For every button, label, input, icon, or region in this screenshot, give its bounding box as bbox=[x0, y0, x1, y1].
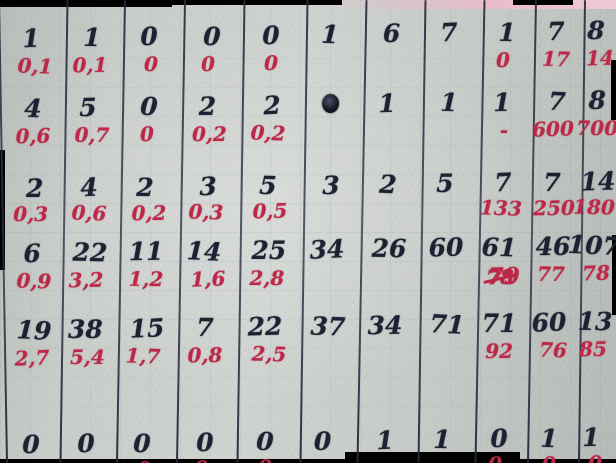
cell-top-value: 1 bbox=[320, 19, 339, 50]
cell-r4-c5: 25 2,8 bbox=[234, 238, 302, 288]
cell-bottom-value: 0 bbox=[263, 50, 279, 75]
cell-top-value: 7 bbox=[195, 313, 214, 343]
cell-bottom-value: 1,7 bbox=[124, 343, 161, 369]
crop-band-bottom-mid bbox=[345, 452, 520, 463]
cell-bottom-value: 0 bbox=[167, 456, 235, 463]
cell-top-value: 1 bbox=[21, 23, 40, 54]
cell-top-value: 8 bbox=[587, 15, 606, 46]
cell-r5-c3: 15 1,7 bbox=[111, 313, 179, 369]
cell-top-value: 5 bbox=[79, 93, 97, 123]
cell-r3-c11: 14 180 bbox=[562, 166, 616, 220]
cell-bottom-value: 180 bbox=[573, 194, 616, 220]
cell-bottom-value: 0,8 bbox=[187, 343, 223, 368]
cell-top-value: 8 bbox=[588, 86, 606, 115]
pink-edge-fringe bbox=[316, 0, 616, 9]
cell-bottom-value: 1,2 bbox=[128, 267, 164, 292]
cell-top-value: 3 bbox=[198, 171, 218, 202]
cell-top-value: 0 bbox=[139, 22, 158, 52]
cell-top-value: 25 bbox=[251, 235, 287, 265]
crop-band-right-upper bbox=[611, 60, 616, 120]
cell-bottom-value: 5,4 bbox=[69, 345, 105, 370]
cell-top-value: 71 bbox=[481, 308, 517, 338]
cell-bottom-value: 0,3 bbox=[13, 202, 49, 226]
cell-bottom-value: 0,3 bbox=[188, 199, 224, 225]
cell-bottom-value: 0 bbox=[200, 51, 215, 76]
cell-top-value: 107 bbox=[567, 229, 616, 262]
cell-r1-c11: 8 14 bbox=[564, 15, 616, 71]
cell-bottom-value: 14 bbox=[585, 45, 615, 71]
cell-top-value: 13 bbox=[577, 306, 613, 337]
cell-r2-c4: 2 0,2 bbox=[174, 94, 242, 144]
cell-r4-c4: 14 1,6 bbox=[172, 235, 240, 291]
cell-top-value: 1 bbox=[378, 88, 397, 119]
cell-bottom-value: 78 bbox=[582, 260, 611, 286]
cell-r5-c7: 34 bbox=[352, 310, 420, 340]
cell-r2-c11: 8 700 bbox=[563, 88, 616, 138]
cell-top-value: 0 bbox=[202, 21, 221, 51]
cell-bottom-value: 0,1 bbox=[72, 52, 108, 78]
cell-top-value: 34 bbox=[308, 234, 345, 265]
cell-r4-c11: 107 78 bbox=[561, 229, 616, 286]
cell-top-value: 14 bbox=[186, 235, 223, 267]
cell-bottom-value: 0,2 bbox=[250, 120, 286, 146]
cell-r3-c8: 5 bbox=[413, 171, 481, 196]
struck-previous-value: 78 bbox=[485, 264, 514, 290]
cell-bottom-value: 2,8 bbox=[249, 265, 285, 290]
cell-bottom-value: 0,2 bbox=[192, 121, 227, 146]
cell-r3-c1: 2 0,3 bbox=[0, 176, 67, 224]
cell-top-value: 6 bbox=[382, 19, 401, 49]
cell-bottom-value: 0 bbox=[587, 450, 602, 463]
cell-r2-c7: 1 bbox=[355, 88, 423, 119]
cell-r4-c7: 26 bbox=[353, 234, 421, 264]
cell-top-value: 1 bbox=[581, 422, 600, 453]
cell-r1-c7: 6 bbox=[357, 21, 425, 46]
crop-band-top-left bbox=[0, 0, 172, 7]
cell-top-value: 0 bbox=[132, 428, 151, 458]
cell-top-value: 2 bbox=[136, 172, 154, 202]
cell-top-value: 0 bbox=[196, 427, 214, 458]
cell-bottom-value: 2,5 bbox=[250, 341, 287, 367]
cell-top-value: 5 bbox=[436, 169, 454, 199]
cell-r4-c6: 34 bbox=[294, 234, 362, 265]
cell-r5-c11: 13 85 bbox=[560, 306, 616, 362]
cell-r5-c5: 22 2,5 bbox=[233, 311, 301, 367]
cell-r5-c4: 7 0,8 bbox=[171, 313, 239, 368]
cell-r5-c9: 71 92 bbox=[465, 311, 533, 361]
cell-top-value: 2 bbox=[26, 174, 44, 203]
cell-top-value: 34 bbox=[366, 310, 403, 340]
cell-r2-c5: 2 0,2 bbox=[236, 90, 304, 146]
cell-bottom-value: 0 bbox=[139, 122, 155, 147]
cell-r6-c6: 0 bbox=[291, 429, 359, 454]
cell-bottom-value: 700 bbox=[576, 116, 616, 140]
crop-band-top-right bbox=[513, 0, 573, 5]
cell-r3-c4: 3 0,3 bbox=[173, 171, 241, 225]
cell-top-value: 5 bbox=[258, 170, 277, 201]
cell-bottom-value: 0,5 bbox=[252, 198, 288, 224]
cell-r5-c2: 38 5,4 bbox=[52, 317, 120, 367]
cell-r1-c6: 1 bbox=[298, 19, 366, 50]
cell-r3-c3: 2 0,2 bbox=[113, 172, 181, 224]
cell-bottom-value: 0 bbox=[231, 455, 300, 463]
cell-top-value: 0 bbox=[313, 426, 332, 456]
cell-bottom-value: 92 bbox=[485, 338, 514, 363]
cell-top-value: 2 bbox=[198, 91, 217, 121]
crop-band-right-lower bbox=[612, 235, 616, 315]
cell-top-value: 38 bbox=[67, 315, 103, 345]
cell-r3-c5: 5 0,5 bbox=[235, 170, 303, 224]
crop-band-bottom bbox=[0, 459, 616, 463]
cell-top-value: 22 bbox=[246, 311, 283, 342]
cell-r6-c4: 00 bbox=[167, 427, 237, 463]
crop-band-top-mid bbox=[172, 0, 342, 5]
cell-bottom-value: 3,2 bbox=[67, 267, 104, 293]
cell-top-value: 14 bbox=[580, 166, 616, 197]
cell-bottom-value: 85 bbox=[579, 336, 608, 362]
